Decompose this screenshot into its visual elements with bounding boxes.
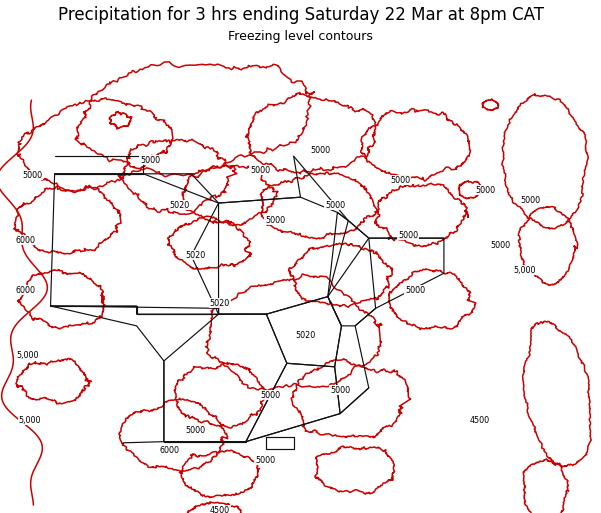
Text: 5000: 5000 [140, 155, 160, 165]
Text: 5000: 5000 [405, 286, 425, 294]
Text: 5000: 5000 [265, 215, 285, 225]
Text: 4500: 4500 [210, 505, 230, 513]
Text: 5020: 5020 [170, 201, 190, 210]
Text: 4500: 4500 [470, 416, 490, 425]
Text: 5020: 5020 [185, 250, 205, 260]
Text: 5000: 5000 [260, 390, 280, 400]
Text: 5000: 5000 [185, 425, 205, 435]
Text: 5000: 5000 [330, 386, 350, 394]
Text: 5020: 5020 [295, 330, 315, 340]
Text: 5000: 5000 [325, 201, 345, 210]
Text: 5000: 5000 [250, 166, 270, 174]
Text: 5,000: 5,000 [514, 266, 536, 274]
Text: 5020: 5020 [210, 299, 230, 308]
Text: 5000: 5000 [520, 195, 540, 205]
Text: 6000: 6000 [15, 286, 35, 294]
Text: Freezing level contours: Freezing level contours [228, 30, 373, 43]
Text: 5000: 5000 [255, 456, 275, 464]
Text: 6000: 6000 [15, 235, 35, 245]
Text: 6000: 6000 [160, 445, 180, 455]
Text: 5000: 5000 [22, 171, 42, 180]
Text: 5000: 5000 [390, 175, 410, 185]
Text: 5,000: 5,000 [19, 416, 41, 425]
Text: 5000: 5000 [490, 241, 510, 250]
Text: 5000: 5000 [398, 230, 418, 240]
Text: 5,000: 5,000 [17, 350, 39, 360]
Text: Precipitation for 3 hrs ending Saturday 22 Mar at 8pm CAT: Precipitation for 3 hrs ending Saturday … [58, 6, 543, 24]
Text: 5000: 5000 [310, 146, 330, 154]
Text: 5000: 5000 [475, 186, 495, 194]
